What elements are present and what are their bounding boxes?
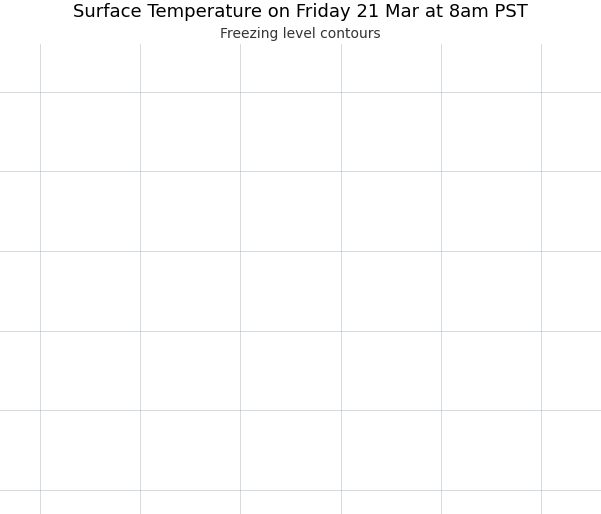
Text: Surface Temperature on Friday 21 Mar at 8am PST: Surface Temperature on Friday 21 Mar at … <box>73 3 528 21</box>
Text: Freezing level contours: Freezing level contours <box>220 27 381 41</box>
